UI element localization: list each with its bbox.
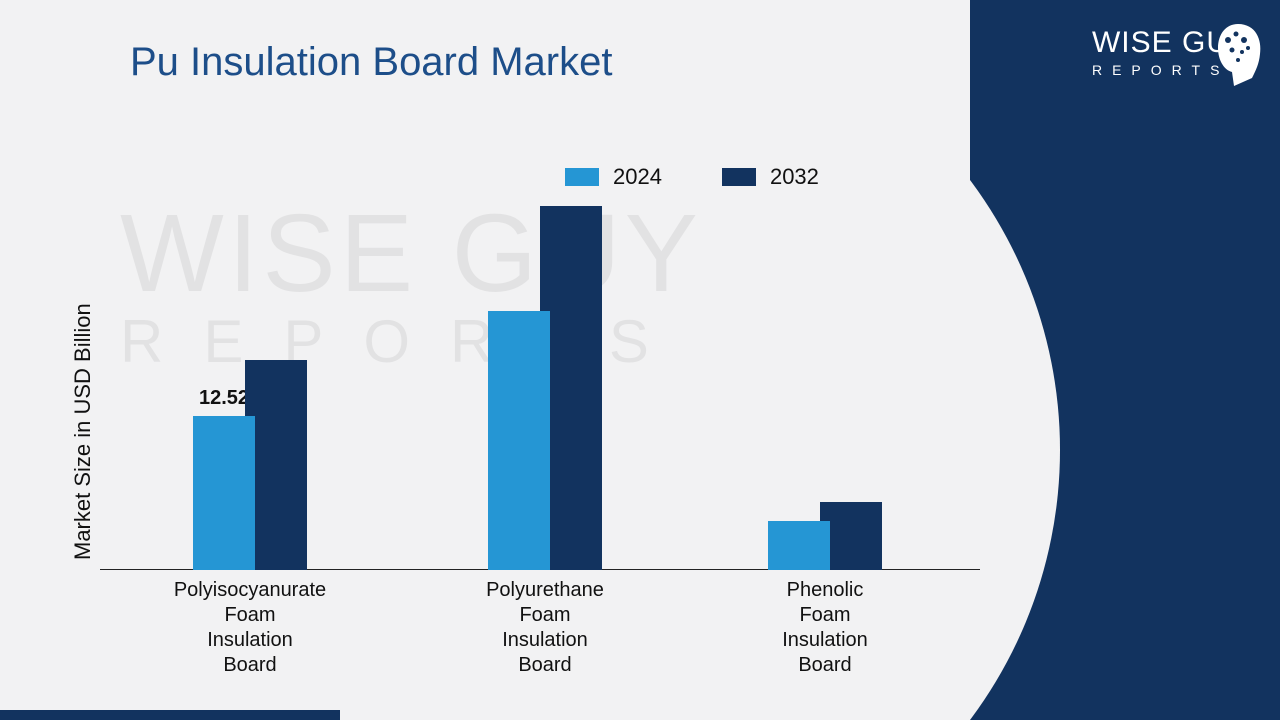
brand-panel: [970, 0, 1280, 720]
bar-2024: [488, 311, 550, 570]
legend-label: 2032: [770, 164, 819, 190]
chart-canvas: Pu Insulation Board Market WISE GUY REPO…: [0, 0, 1280, 720]
brand-logo: WISE GUY REPORTS: [1092, 26, 1250, 78]
plot-area: 12.52: [100, 200, 980, 570]
bar-2024: [768, 521, 830, 570]
category-label: PolyisocyanurateFoamInsulationBoard: [140, 578, 360, 678]
footer-accent: [0, 710, 340, 720]
legend-label: 2024: [613, 164, 662, 190]
category-label: PolyurethaneFoamInsulationBoard: [435, 578, 655, 678]
category-label: PhenolicFoamInsulationBoard: [715, 578, 935, 678]
legend-swatch: [565, 168, 599, 186]
legend-swatch: [722, 168, 756, 186]
bar-2024: [193, 416, 255, 570]
legend-item: 2024: [565, 164, 662, 190]
brand-head-icon: [1204, 20, 1264, 90]
chart-title: Pu Insulation Board Market: [130, 40, 612, 85]
legend-item: 2032: [722, 164, 819, 190]
y-axis-label: Market Size in USD Billion: [70, 303, 96, 560]
legend: 2024 2032: [565, 164, 819, 190]
category-labels: PolyisocyanurateFoamInsulationBoard Polyu…: [100, 572, 980, 692]
